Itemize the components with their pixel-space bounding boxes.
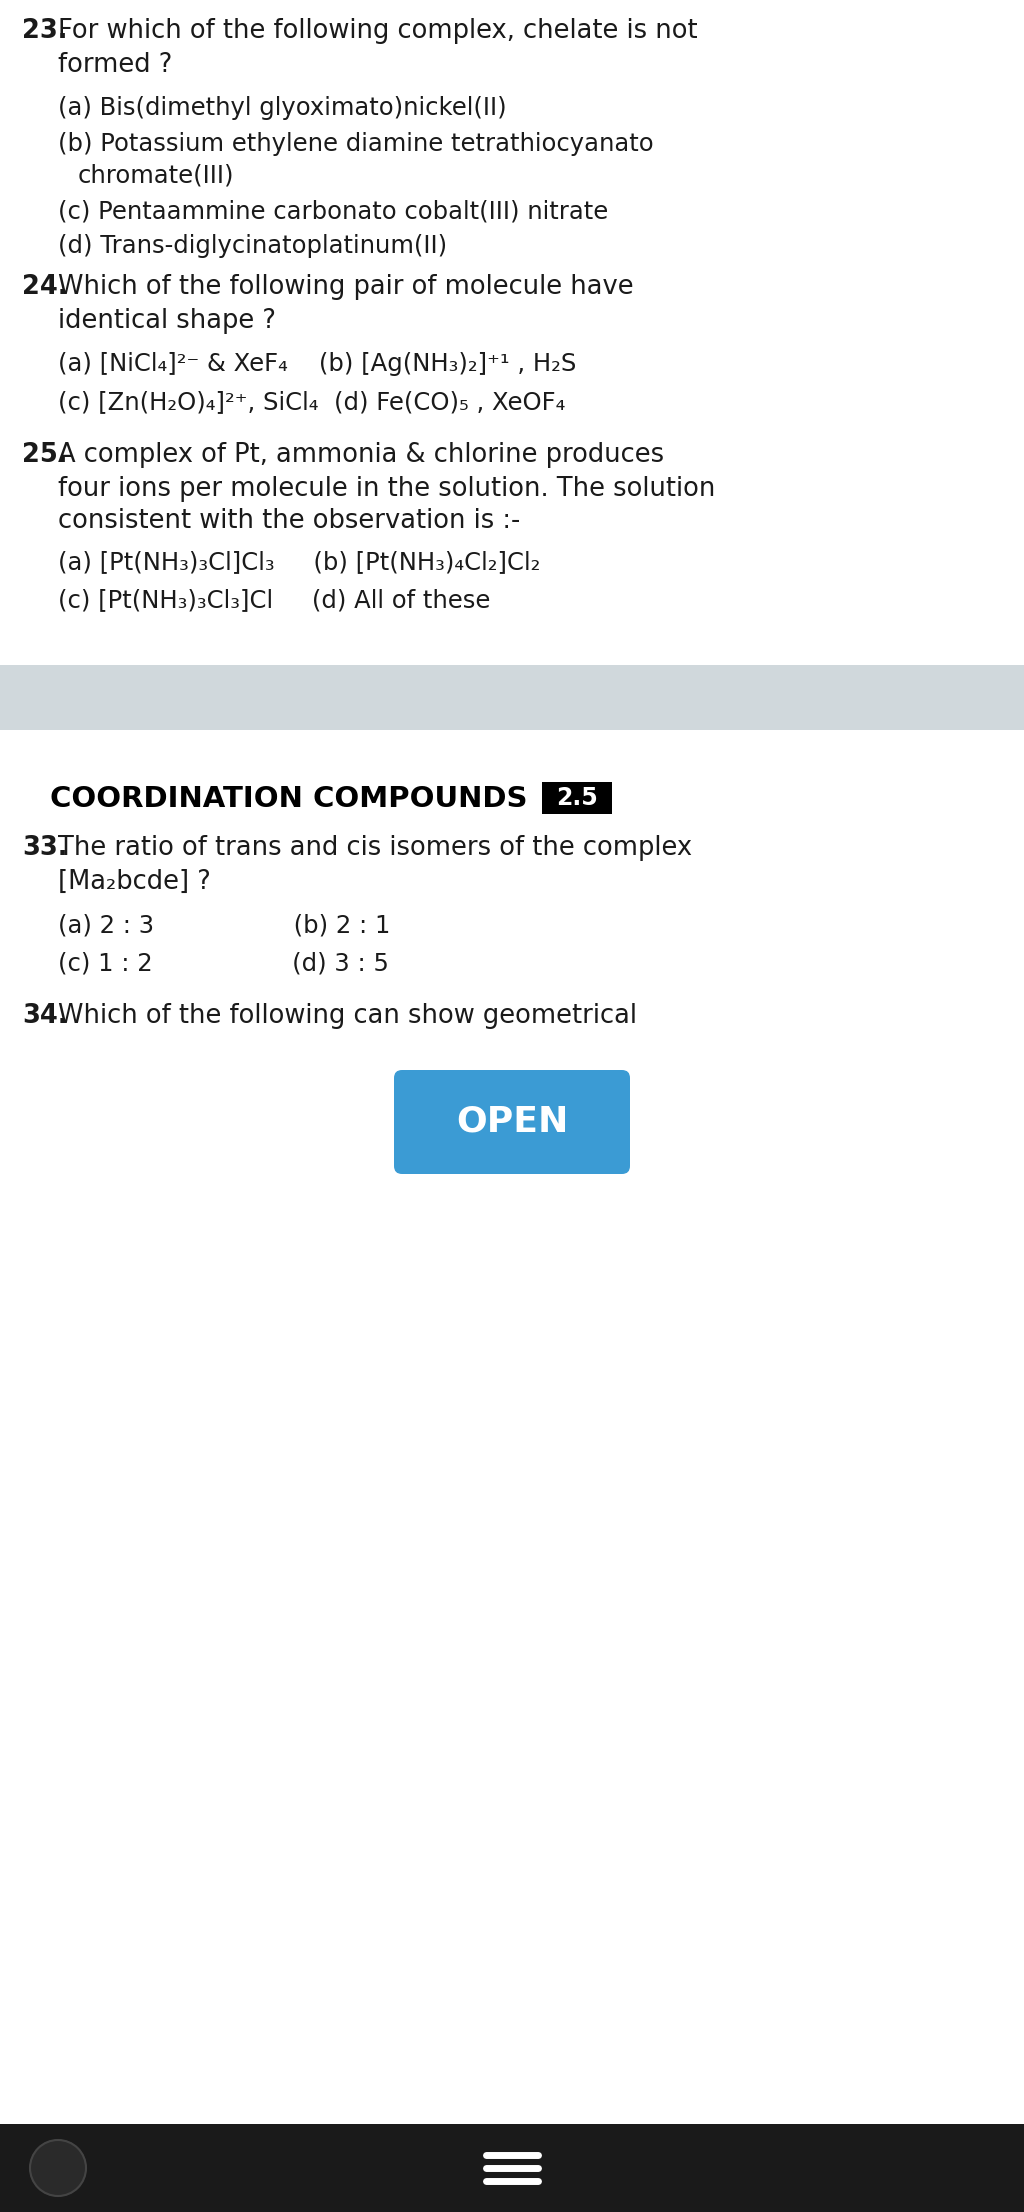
Text: four ions per molecule in the solution. The solution: four ions per molecule in the solution. … — [58, 476, 716, 502]
Text: (a) [NiCl₄]²⁻ & XeF₄    (b) [Ag(NH₃)₂]⁺¹ , H₂S: (a) [NiCl₄]²⁻ & XeF₄ (b) [Ag(NH₃)₂]⁺¹ , … — [58, 352, 577, 376]
Text: 34.: 34. — [22, 1002, 68, 1029]
Bar — [0, 2124, 1024, 2212]
Text: COORDINATION COMPOUNDS: COORDINATION COMPOUNDS — [50, 785, 527, 814]
Text: formed ?: formed ? — [58, 53, 172, 77]
Text: OPEN: OPEN — [456, 1106, 568, 1139]
FancyBboxPatch shape — [542, 783, 612, 814]
Text: 25.: 25. — [22, 442, 68, 469]
Text: (c) Pentaammine carbonato cobalt(III) nitrate: (c) Pentaammine carbonato cobalt(III) ni… — [58, 199, 608, 223]
Text: 24.: 24. — [22, 274, 68, 301]
Text: (a) [Pt(NH₃)₃Cl]Cl₃     (b) [Pt(NH₃)₄Cl₂]Cl₂: (a) [Pt(NH₃)₃Cl]Cl₃ (b) [Pt(NH₃)₄Cl₂]Cl₂ — [58, 551, 541, 573]
Text: The ratio of trans and cis isomers of the complex: The ratio of trans and cis isomers of th… — [58, 834, 692, 860]
Circle shape — [30, 2139, 86, 2197]
Text: Which of the following pair of molecule have: Which of the following pair of molecule … — [58, 274, 634, 301]
Text: Which of the following can show geometrical: Which of the following can show geometri… — [58, 1002, 637, 1029]
Text: consistent with the observation is :-: consistent with the observation is :- — [58, 509, 520, 533]
Text: [Ma₂bcde] ?: [Ma₂bcde] ? — [58, 869, 211, 896]
Text: (a) Bis(dimethyl glyoximato)nickel(II): (a) Bis(dimethyl glyoximato)nickel(II) — [58, 95, 507, 119]
Text: 2.5: 2.5 — [556, 785, 598, 810]
Text: (d) Trans-diglycinatoplatinum(II): (d) Trans-diglycinatoplatinum(II) — [58, 234, 447, 259]
Text: (c) [Zn(H₂O)₄]²⁺, SiCl₄  (d) Fe(CO)₅ , XeOF₄: (c) [Zn(H₂O)₄]²⁺, SiCl₄ (d) Fe(CO)₅ , Xe… — [58, 389, 565, 414]
Text: A complex of Pt, ammonia & chlorine produces: A complex of Pt, ammonia & chlorine prod… — [58, 442, 665, 469]
Text: (a) 2 : 3                  (b) 2 : 1: (a) 2 : 3 (b) 2 : 1 — [58, 914, 390, 938]
Text: chromate(III): chromate(III) — [78, 164, 234, 188]
Text: 33.: 33. — [22, 834, 68, 860]
Text: For which of the following complex, chelate is not: For which of the following complex, chel… — [58, 18, 697, 44]
Text: (c) 1 : 2                  (d) 3 : 5: (c) 1 : 2 (d) 3 : 5 — [58, 951, 389, 975]
Text: 23.: 23. — [22, 18, 68, 44]
Text: (b) Potassium ethylene diamine tetrathiocyanato: (b) Potassium ethylene diamine tetrathio… — [58, 133, 653, 157]
Text: identical shape ?: identical shape ? — [58, 307, 275, 334]
Bar — [0, 666, 1024, 730]
FancyBboxPatch shape — [394, 1071, 630, 1175]
Text: (c) [Pt(NH₃)₃Cl₃]Cl     (d) All of these: (c) [Pt(NH₃)₃Cl₃]Cl (d) All of these — [58, 588, 490, 613]
